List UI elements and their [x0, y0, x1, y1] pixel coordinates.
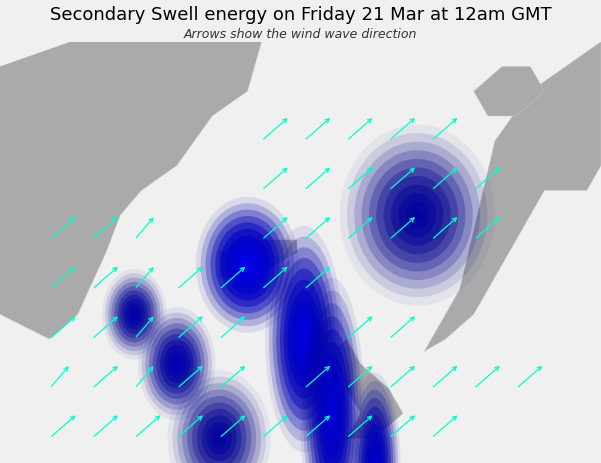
Ellipse shape: [340, 125, 495, 306]
Ellipse shape: [273, 247, 335, 431]
Ellipse shape: [142, 313, 212, 415]
Polygon shape: [474, 67, 545, 116]
Ellipse shape: [130, 307, 139, 321]
Ellipse shape: [177, 383, 261, 463]
Ellipse shape: [325, 380, 340, 446]
Ellipse shape: [201, 203, 294, 326]
Ellipse shape: [349, 372, 401, 463]
Ellipse shape: [196, 197, 299, 332]
Ellipse shape: [123, 299, 145, 330]
Ellipse shape: [156, 334, 197, 394]
Ellipse shape: [197, 409, 242, 463]
Ellipse shape: [316, 342, 349, 463]
Ellipse shape: [120, 294, 148, 334]
Ellipse shape: [298, 322, 310, 356]
Ellipse shape: [347, 133, 487, 297]
Ellipse shape: [319, 355, 346, 463]
Ellipse shape: [225, 235, 270, 294]
Ellipse shape: [364, 424, 386, 463]
Ellipse shape: [359, 407, 391, 463]
Ellipse shape: [269, 237, 339, 442]
Ellipse shape: [276, 258, 332, 420]
Ellipse shape: [192, 402, 246, 463]
Ellipse shape: [153, 329, 201, 399]
Ellipse shape: [313, 329, 352, 463]
Ellipse shape: [356, 398, 393, 463]
Ellipse shape: [368, 441, 381, 463]
Ellipse shape: [306, 303, 359, 463]
Ellipse shape: [322, 368, 343, 459]
Ellipse shape: [202, 415, 237, 461]
Ellipse shape: [108, 278, 160, 351]
Polygon shape: [219, 240, 297, 277]
Ellipse shape: [373, 458, 376, 463]
Ellipse shape: [265, 226, 343, 452]
Ellipse shape: [284, 279, 325, 399]
Ellipse shape: [413, 210, 421, 220]
Ellipse shape: [303, 290, 362, 463]
Ellipse shape: [145, 318, 208, 410]
Ellipse shape: [212, 428, 227, 448]
Ellipse shape: [371, 450, 379, 463]
Ellipse shape: [361, 415, 388, 463]
Ellipse shape: [235, 248, 260, 282]
Ellipse shape: [163, 345, 190, 383]
Ellipse shape: [160, 339, 194, 388]
Ellipse shape: [398, 193, 436, 237]
Ellipse shape: [216, 434, 222, 442]
Ellipse shape: [138, 307, 216, 420]
Ellipse shape: [215, 223, 279, 307]
Ellipse shape: [175, 361, 179, 367]
Ellipse shape: [406, 202, 429, 229]
Ellipse shape: [167, 350, 186, 378]
Ellipse shape: [328, 393, 337, 434]
Ellipse shape: [133, 312, 136, 317]
Ellipse shape: [105, 273, 163, 355]
Ellipse shape: [291, 301, 317, 377]
Ellipse shape: [331, 406, 334, 421]
Ellipse shape: [366, 432, 383, 463]
Ellipse shape: [302, 333, 306, 345]
Ellipse shape: [294, 312, 314, 367]
Ellipse shape: [391, 185, 444, 246]
Ellipse shape: [245, 261, 250, 269]
Ellipse shape: [114, 286, 154, 343]
Ellipse shape: [280, 269, 328, 409]
Ellipse shape: [172, 377, 266, 463]
Ellipse shape: [126, 303, 142, 325]
Ellipse shape: [220, 229, 275, 300]
Ellipse shape: [300, 278, 365, 463]
Ellipse shape: [149, 323, 204, 404]
Ellipse shape: [210, 216, 284, 313]
Ellipse shape: [117, 290, 151, 338]
Ellipse shape: [369, 159, 465, 271]
Ellipse shape: [383, 176, 451, 254]
Ellipse shape: [230, 242, 265, 288]
Polygon shape: [424, 42, 601, 351]
Ellipse shape: [240, 255, 255, 275]
Ellipse shape: [168, 370, 271, 463]
Ellipse shape: [355, 142, 480, 288]
Ellipse shape: [111, 282, 157, 347]
Ellipse shape: [287, 290, 321, 388]
Text: Arrows show the wind wave direction: Arrows show the wind wave direction: [184, 28, 417, 41]
Text: Secondary Swell energy on Friday 21 Mar at 12am GMT: Secondary Swell energy on Friday 21 Mar …: [50, 6, 551, 24]
Ellipse shape: [102, 269, 166, 360]
Polygon shape: [332, 339, 403, 438]
Ellipse shape: [206, 210, 289, 320]
Ellipse shape: [376, 168, 458, 263]
Ellipse shape: [207, 422, 232, 455]
Ellipse shape: [352, 381, 398, 463]
Ellipse shape: [187, 396, 251, 463]
Ellipse shape: [362, 150, 473, 280]
Ellipse shape: [182, 389, 256, 463]
Ellipse shape: [171, 356, 183, 372]
Polygon shape: [0, 42, 261, 339]
Ellipse shape: [354, 389, 395, 463]
Ellipse shape: [309, 316, 355, 463]
